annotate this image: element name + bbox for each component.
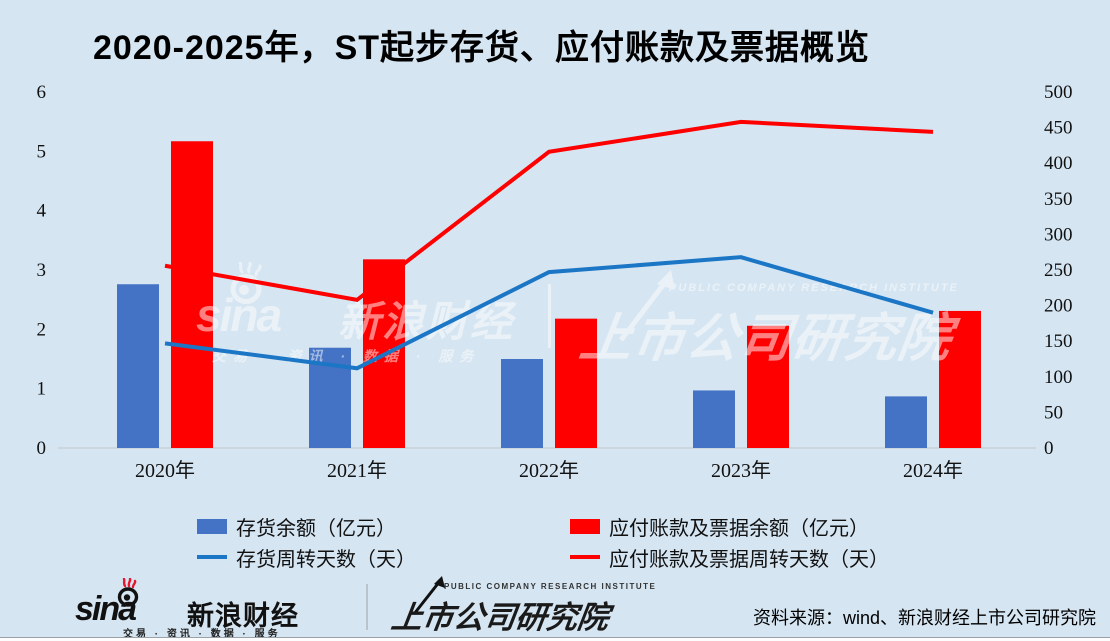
legend-label-inventory-days: 存货周转天数（天）	[236, 548, 416, 571]
legend-label-inventory-balance: 存货余额（亿元）	[236, 517, 396, 540]
bottom-edge	[0, 637, 1110, 641]
chart-title: 2020-2025年，ST起步存货、应付账款及票据概览	[93, 29, 871, 67]
svg-text:2023年: 2023年	[711, 459, 771, 482]
svg-text:2024年: 2024年	[903, 459, 963, 482]
sina-eye-icon-footer	[117, 578, 139, 607]
svg-text:6: 6	[37, 82, 47, 103]
svg-text:200: 200	[1044, 296, 1073, 317]
institute-en-text: PUBLIC COMPANY RESEARCH INSTITUTE	[444, 582, 657, 591]
institute-cn-text: 上市公司研究院	[389, 600, 612, 635]
svg-text:3: 3	[37, 260, 47, 281]
legend-dash-payables-days	[570, 555, 600, 559]
legend-item-payables-days: 应付账款及票据周转天数（天）	[570, 546, 889, 571]
svg-text:2020年: 2020年	[135, 459, 195, 482]
legend-item-inventory-balance: 存货余额（亿元）	[197, 515, 396, 540]
watermark-tagline: 交易 · 资讯 · 数据 · 服务	[212, 348, 481, 364]
watermark-institute-block: PUBLIC COMPANY RESEARCH INSTITUTE 上市公司研究…	[576, 270, 959, 371]
svg-text:1: 1	[37, 379, 47, 400]
bars-and-axes-layer: 0 1 2 3 4 5 6 0 50 100 150 200 250 300 350 400 450 500 202…	[37, 82, 1073, 482]
legend-item-inventory-days: 存货周转天数（天）	[197, 546, 416, 571]
svg-text:300: 300	[1044, 224, 1073, 245]
svg-text:100: 100	[1044, 367, 1073, 388]
svg-text:2021年: 2021年	[327, 459, 387, 482]
svg-text:250: 250	[1044, 260, 1073, 281]
legend-swatch-inventory-balance	[197, 518, 227, 534]
institute-logo: PUBLIC COMPANY RESEARCH INSTITUTE 上市公司研究…	[389, 576, 657, 637]
svg-text:4: 4	[37, 201, 47, 222]
sina-logo-text: sina	[75, 590, 137, 628]
svg-text:350: 350	[1044, 189, 1073, 210]
svg-text:50: 50	[1044, 402, 1063, 423]
svg-text:400: 400	[1044, 153, 1073, 174]
sina-eye-icon	[230, 262, 262, 304]
legend-item-payables-balance: 应付账款及票据余额（亿元）	[570, 515, 869, 540]
svg-text:5: 5	[37, 141, 47, 162]
svg-text:500: 500	[1044, 82, 1073, 103]
svg-text:2: 2	[37, 319, 47, 340]
watermark-divider	[548, 284, 552, 348]
data-source-text: 资料来源：wind、新浪财经上市公司研究院	[752, 608, 1096, 628]
svg-text:2022年: 2022年	[519, 459, 579, 482]
watermark-sina-block: sina 交易 · 资讯 · 数据 · 服务	[196, 262, 473, 364]
svg-text:150: 150	[1044, 331, 1073, 352]
watermark-sina-text: sina	[196, 289, 282, 341]
legend-swatch-payables-balance	[570, 518, 600, 534]
footer-divider	[366, 584, 368, 630]
lines-layer	[164, 119, 934, 371]
svg-text:450: 450	[1044, 118, 1073, 139]
sina-finance-logo: sina 新浪财经 交易 · 资讯 · 数据 · 服务	[75, 578, 345, 640]
sina-tagline: 交易 · 资讯 · 数据 · 服务	[123, 629, 281, 640]
sina-brand-text: 新浪财经	[187, 601, 299, 631]
footer: sina 新浪财经 交易 · 资讯 · 数据 · 服务 PUBLIC COMPA…	[0, 576, 1110, 640]
legend-dash-inventory-days	[197, 555, 227, 559]
legend-label-payables-days: 应付账款及票据周转天数（天）	[609, 548, 889, 571]
watermark-arrow-icon	[619, 270, 676, 342]
svg-text:0: 0	[37, 438, 47, 459]
watermark-institute-en: PUBLIC COMPANY RESEARCH INSTITUTE	[669, 282, 959, 294]
institute-arrow-icon	[412, 576, 445, 615]
legend-label-payables-balance: 应付账款及票据余额（亿元）	[609, 517, 869, 540]
svg-text:0: 0	[1044, 438, 1054, 459]
